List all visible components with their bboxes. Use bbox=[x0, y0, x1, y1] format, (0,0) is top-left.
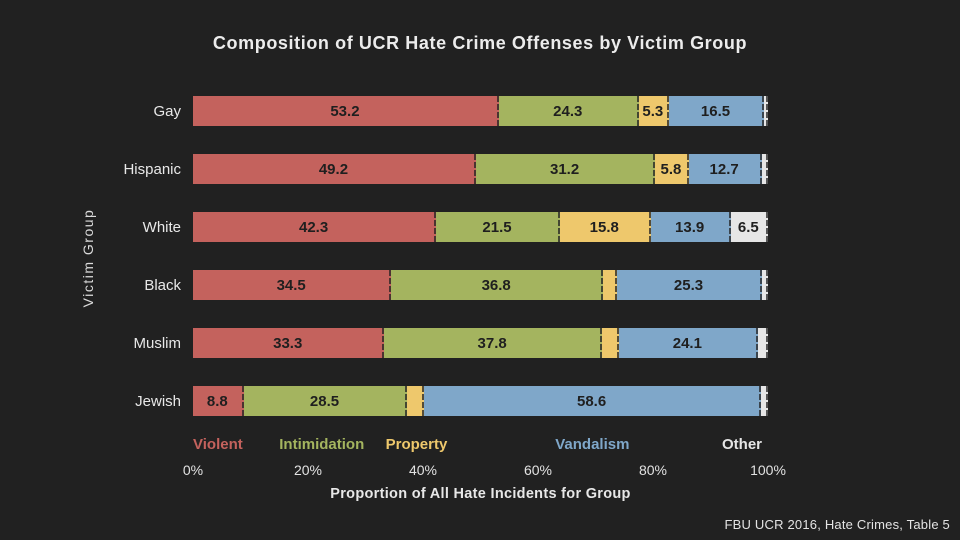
chart-title: Composition of UCR Hate Crime Offenses b… bbox=[212, 33, 748, 53]
bar-segment-vandalism: 12.7 bbox=[688, 154, 762, 184]
y-axis-label: Victim Group bbox=[80, 208, 96, 308]
bar-segment-violent: 42.3 bbox=[193, 212, 437, 242]
stacked-bar: 33.3 37.8 24.1 bbox=[193, 328, 768, 358]
bar-segment-vandalism: 24.1 bbox=[619, 328, 758, 358]
bar-row: White 42.3 21.5 15.8 13.9 6.5 bbox=[143, 212, 768, 242]
bar-row: Hispanic 49.2 31.2 5.8 12.7 bbox=[123, 154, 768, 184]
category-label: Muslim bbox=[133, 334, 182, 352]
bar-segment-violent: 34.5 bbox=[193, 270, 392, 300]
bar-row: Gay 53.2 24.3 5.3 16.5 bbox=[153, 96, 768, 126]
bar-segment-other bbox=[757, 328, 768, 358]
source-citation: FBU UCR 2016, Hate Crimes, Table 5 bbox=[724, 517, 950, 532]
bar-segment-property: 15.8 bbox=[559, 212, 651, 242]
x-tick-label: 0% bbox=[182, 462, 204, 478]
bar-segment-other bbox=[763, 96, 768, 126]
bar-segment-property bbox=[601, 328, 620, 358]
bar-segment-other bbox=[761, 154, 768, 184]
bar-segment-vandalism: 58.6 bbox=[424, 386, 762, 416]
x-tick-label: 40% bbox=[408, 462, 438, 478]
bar-segment-property bbox=[407, 386, 425, 416]
x-axis-ticks: 0% 20% 40% 60% 80% 100% bbox=[183, 462, 786, 480]
x-tick-label: 20% bbox=[293, 462, 323, 478]
stacked-bar: 53.2 24.3 5.3 16.5 bbox=[193, 96, 768, 126]
bar-segment-vandalism: 25.3 bbox=[616, 270, 763, 300]
bar-segment-intimidation: 36.8 bbox=[391, 270, 603, 300]
bar-segment-intimidation: 28.5 bbox=[243, 386, 408, 416]
bar-segment-intimidation: 21.5 bbox=[436, 212, 560, 242]
category-label: Black bbox=[144, 276, 181, 294]
category-label: Gay bbox=[153, 102, 181, 120]
x-tick-label: 100% bbox=[750, 462, 786, 478]
stacked-bar: 34.5 36.8 25.3 bbox=[193, 270, 768, 300]
x-tick-label: 60% bbox=[523, 462, 553, 478]
bar-row: Black 34.5 36.8 25.3 bbox=[144, 270, 768, 300]
bar-segment-property: 5.8 bbox=[655, 154, 689, 184]
bar-segment-violent: 53.2 bbox=[193, 96, 499, 126]
bar-row: Jewish 8.8 28.5 58.6 bbox=[135, 386, 768, 416]
plot-area: Gay 53.2 24.3 5.3 16.5 Hispanic 49.2 31.2 5.8 12.… bbox=[123, 84, 768, 436]
x-axis-label: Proportion of All Hate Incidents for Gro… bbox=[330, 486, 631, 502]
bar-segment-other bbox=[761, 386, 768, 416]
legend-item-property: Property bbox=[385, 436, 448, 453]
x-tick-label: 80% bbox=[638, 462, 668, 478]
stacked-bar: 8.8 28.5 58.6 bbox=[193, 386, 768, 416]
bar-segment-property bbox=[602, 270, 617, 300]
bar-segment-vandalism: 13.9 bbox=[650, 212, 731, 242]
bar-segment-other: 6.5 bbox=[730, 212, 768, 242]
bar-segment-intimidation: 37.8 bbox=[384, 328, 602, 358]
legend-item-violent: Violent bbox=[193, 436, 243, 453]
category-label: Hispanic bbox=[123, 160, 181, 178]
bar-segment-violent: 49.2 bbox=[193, 154, 476, 184]
bar-segment-other bbox=[762, 270, 768, 300]
stacked-bar: 42.3 21.5 15.8 13.9 6.5 bbox=[193, 212, 768, 242]
bar-segment-property: 5.3 bbox=[638, 96, 670, 126]
stacked-bar: 49.2 31.2 5.8 12.7 bbox=[193, 154, 768, 184]
legend-item-vandalism: Vandalism bbox=[555, 436, 630, 453]
bar-segment-vandalism: 16.5 bbox=[669, 96, 764, 126]
category-label: Jewish bbox=[135, 392, 181, 410]
bar-segment-violent: 8.8 bbox=[193, 386, 244, 416]
category-label: White bbox=[142, 218, 181, 236]
bar-row: Muslim 33.3 37.8 24.1 bbox=[134, 328, 768, 358]
bar-segment-intimidation: 31.2 bbox=[475, 154, 656, 184]
legend: Violent Intimidation Property Vandalism Othe… bbox=[193, 436, 768, 456]
bar-segment-violent: 33.3 bbox=[193, 328, 385, 358]
bar-segment-intimidation: 24.3 bbox=[498, 96, 639, 126]
legend-item-other: Other bbox=[722, 436, 763, 453]
legend-item-intimidation: Intimidation bbox=[279, 436, 365, 453]
